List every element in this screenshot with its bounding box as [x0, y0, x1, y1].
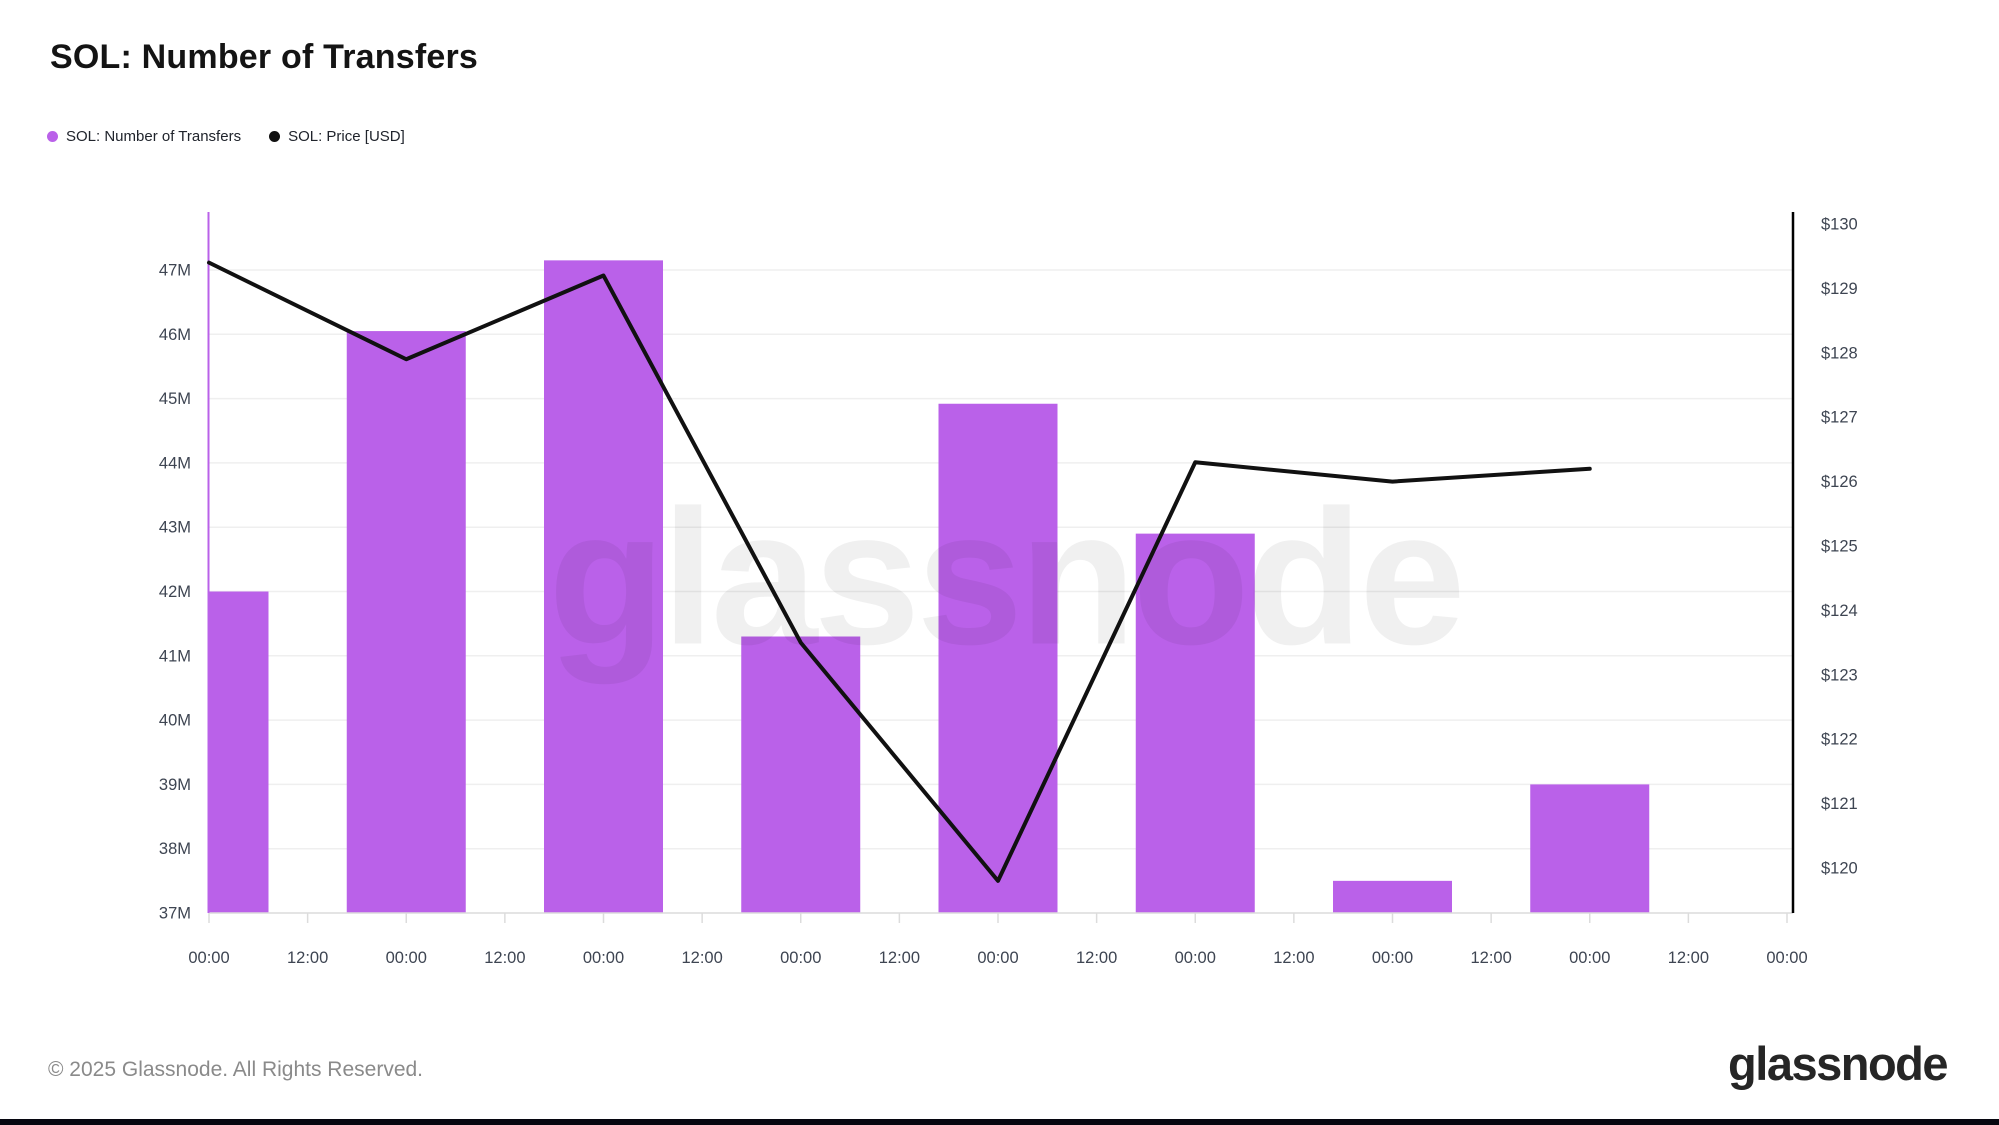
left-axis-label: 43M — [159, 519, 191, 537]
x-axis-label: 12:00 — [879, 949, 920, 967]
right-axis-label: $123 — [1821, 666, 1858, 684]
right-axis-label: $130 — [1821, 216, 1858, 234]
left-axis-label: 42M — [159, 583, 191, 601]
x-axis-label: 00:00 — [386, 949, 427, 967]
left-axis-label: 37M — [159, 905, 191, 923]
transfers-bar[interactable] — [346, 331, 466, 914]
transfers-bar[interactable] — [208, 591, 269, 914]
right-axis-label: $121 — [1821, 795, 1858, 813]
transfers-bar[interactable] — [938, 403, 1058, 913]
x-axis-label: 00:00 — [1175, 949, 1216, 967]
right-axis-label: $122 — [1821, 731, 1858, 749]
left-axis-label: 41M — [159, 647, 191, 665]
right-axis-label: $128 — [1821, 344, 1858, 362]
right-axis-label: $126 — [1821, 473, 1858, 491]
x-axis-label: 00:00 — [583, 949, 624, 967]
x-axis-label: 12:00 — [1273, 949, 1314, 967]
price-line[interactable] — [207, 260, 1592, 883]
glassnode-logo: glassnode — [1728, 1037, 1948, 1090]
x-axis-label: 12:00 — [1076, 949, 1117, 967]
bottom-border-bar — [0, 1119, 1999, 1125]
legend-item-transfers-label: SOL: Number of Transfers — [66, 128, 242, 145]
right-axis-label: $124 — [1821, 602, 1858, 620]
x-axis-label: 12:00 — [681, 949, 722, 967]
right-axis-label: $127 — [1821, 409, 1858, 427]
x-axis-label: 00:00 — [188, 949, 229, 967]
left-axis-label: 39M — [159, 776, 191, 794]
transfers-bar[interactable] — [1530, 784, 1650, 913]
left-axis-label: 44M — [159, 454, 191, 472]
x-axis-label: 00:00 — [977, 949, 1018, 967]
transfers-bar[interactable] — [1135, 533, 1255, 913]
x-axis-label: 00:00 — [1766, 949, 1807, 967]
x-axis-label: 12:00 — [1668, 949, 1709, 967]
page-title: SOL: Number of Transfers — [50, 38, 478, 76]
left-axis-label: 46M — [159, 326, 191, 344]
transfers-bar[interactable] — [1333, 880, 1452, 913]
footer-copyright: © 2025 Glassnode. All Rights Reserved. — [48, 1058, 424, 1081]
transfers-bar[interactable] — [544, 260, 663, 914]
legend-item-price[interactable]: SOL: Price [USD] — [269, 128, 405, 145]
right-axis-label: $129 — [1821, 280, 1858, 298]
legend-item-transfers[interactable]: SOL: Number of Transfers — [47, 128, 241, 145]
x-axis-label: 12:00 — [484, 949, 525, 967]
right-axis-label: $125 — [1821, 538, 1858, 556]
left-axis-label: 47M — [159, 262, 191, 280]
x-axis-label: 12:00 — [287, 949, 328, 967]
legend-item-price-label: SOL: Price [USD] — [288, 128, 405, 145]
price-legend-dot-icon — [269, 131, 281, 142]
x-axis-label: 00:00 — [1569, 949, 1610, 967]
x-axis-label: 12:00 — [1470, 949, 1511, 967]
transfers-legend-dot-icon — [47, 131, 58, 142]
right-axis-label: $120 — [1821, 860, 1858, 878]
x-axis-label: 00:00 — [780, 949, 821, 967]
x-axis-label: 00:00 — [1372, 949, 1413, 967]
legend: SOL: Number of Transfers SOL: Price [USD… — [47, 128, 405, 145]
left-axis-label: 45M — [159, 390, 191, 408]
transfers-bar[interactable] — [741, 636, 861, 913]
left-axis-label: 40M — [159, 712, 191, 730]
left-axis-label: 38M — [159, 840, 191, 858]
